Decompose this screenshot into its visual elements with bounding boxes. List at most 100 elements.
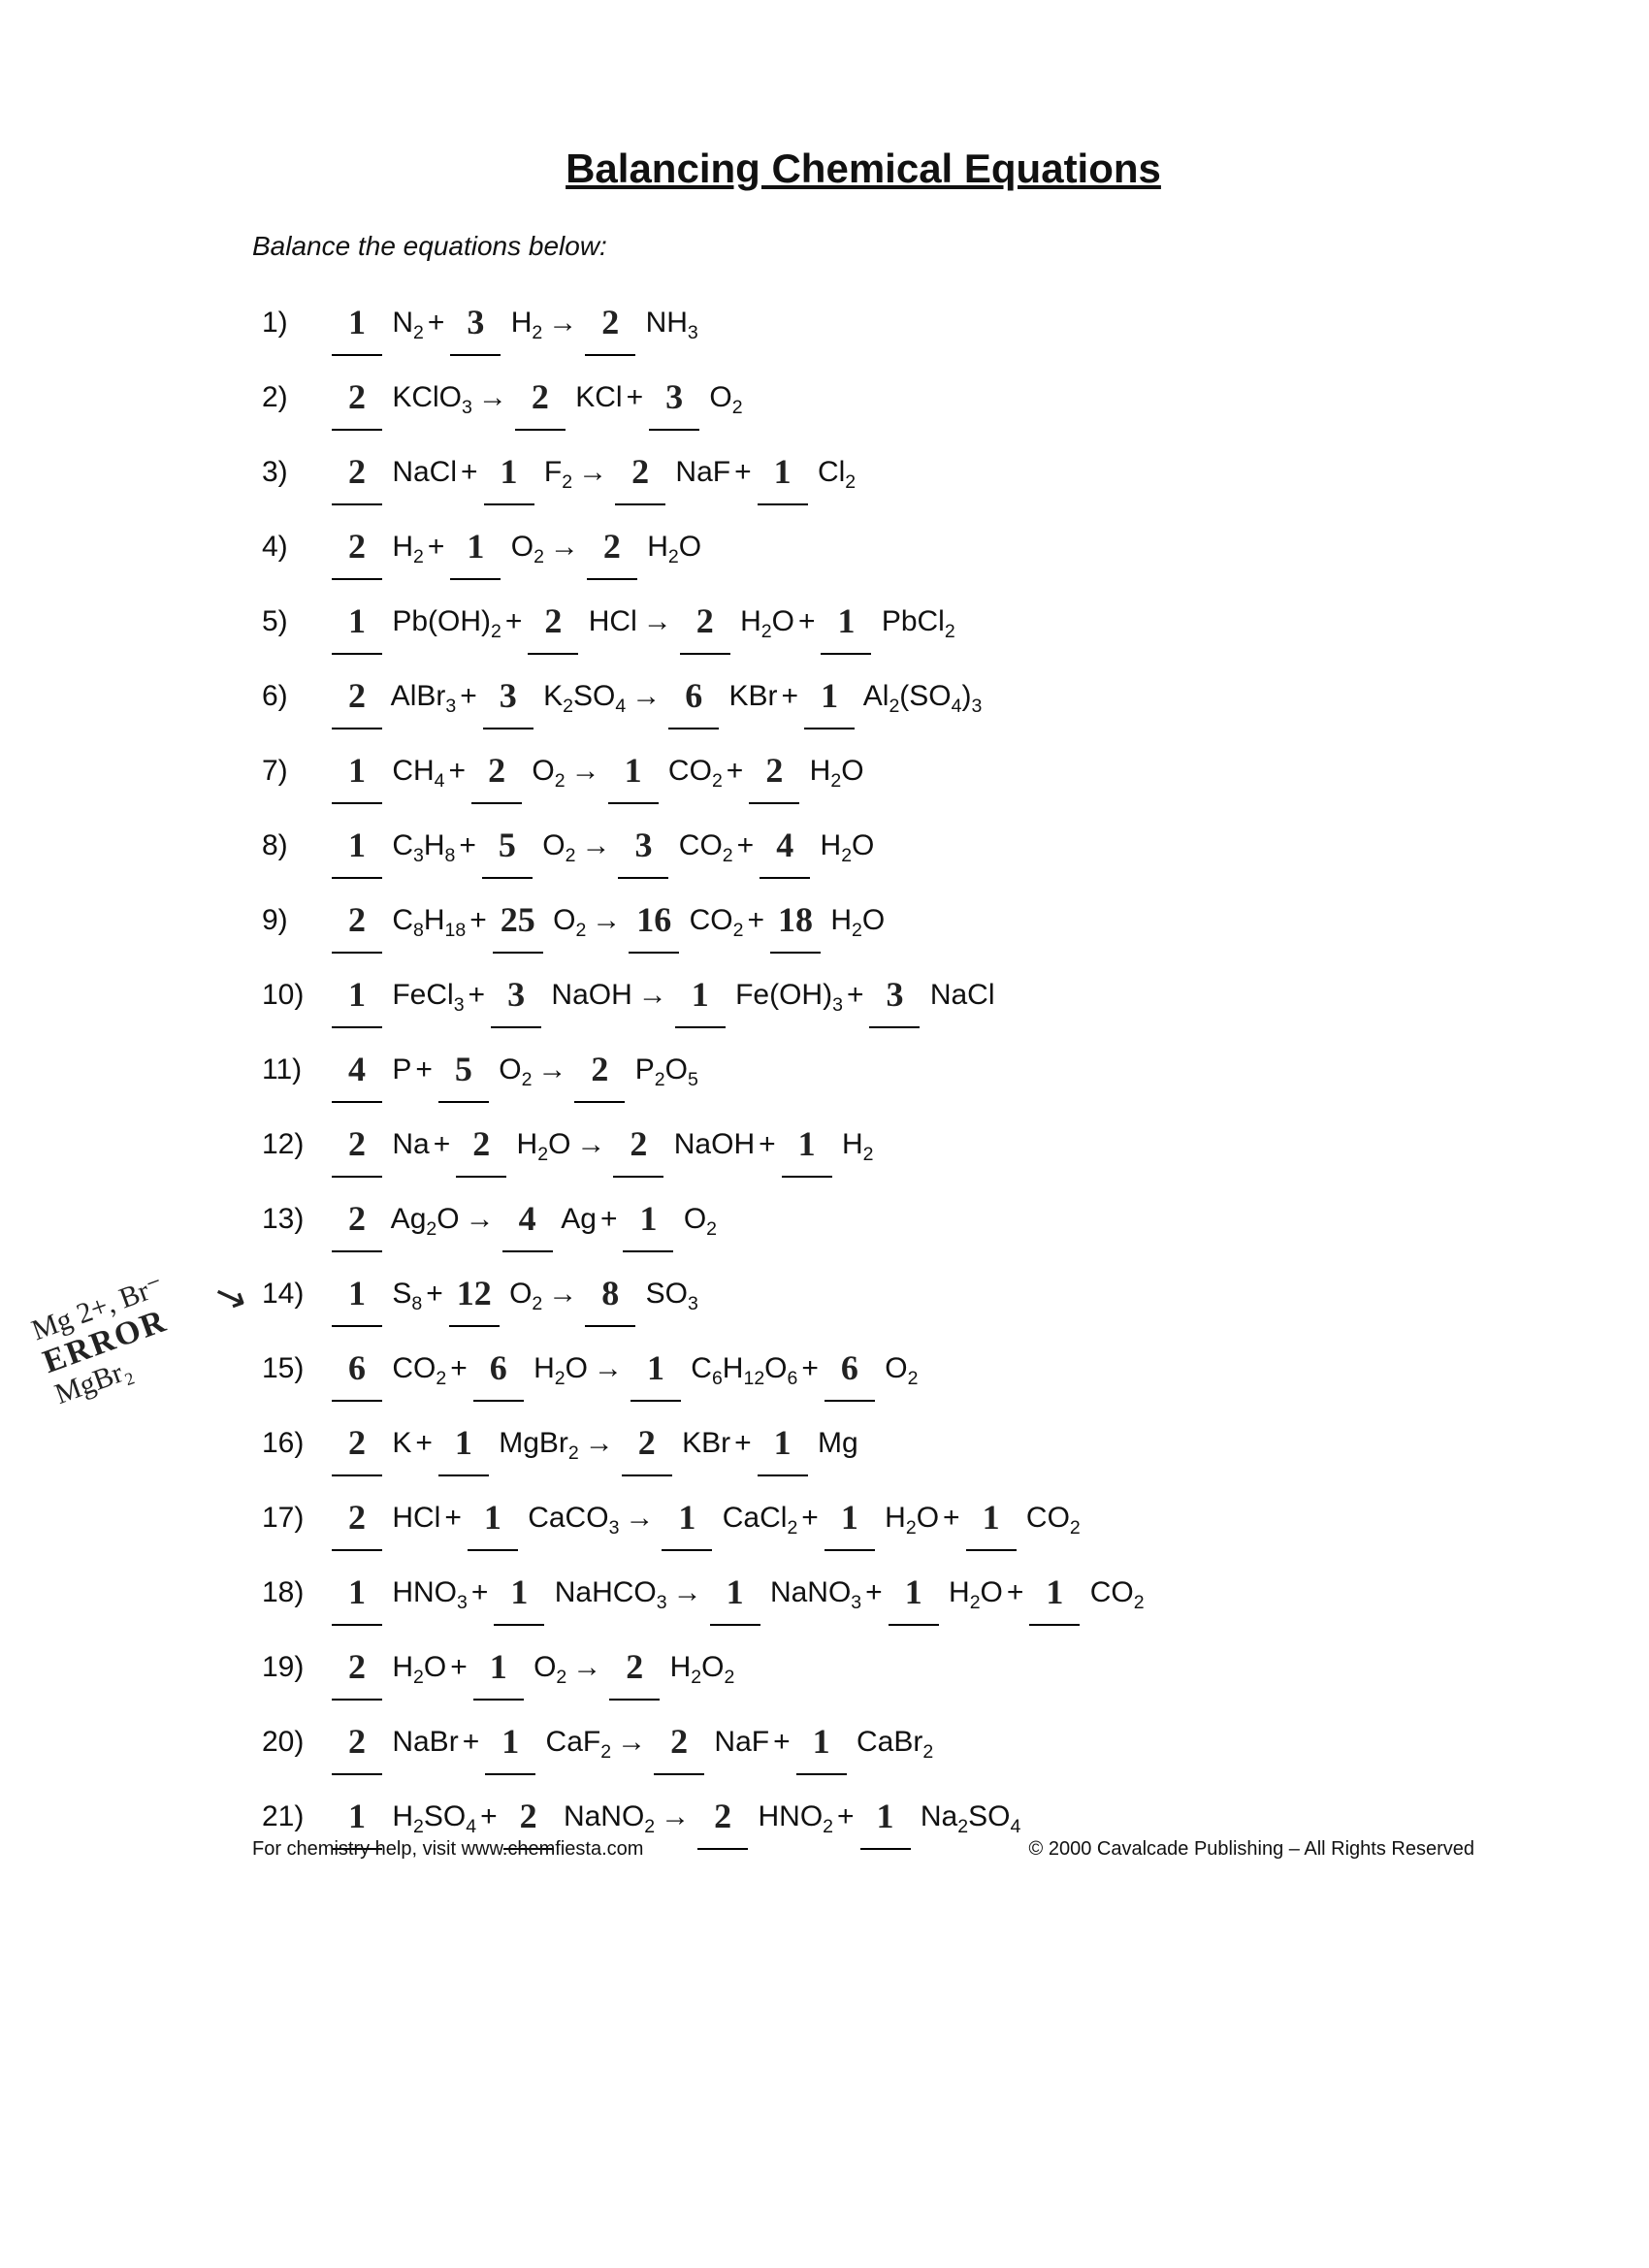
reaction-arrow: →: [585, 1412, 614, 1474]
coefficient-blank[interactable]: 5: [438, 1036, 489, 1103]
coefficient-blank[interactable]: 2: [654, 1708, 704, 1775]
coefficient-blank[interactable]: 2: [332, 1111, 382, 1178]
coefficient-blank[interactable]: 2: [609, 1634, 660, 1701]
handwritten-coefficient: 2: [603, 527, 621, 566]
coefficient-blank[interactable]: 2: [332, 438, 382, 505]
coefficient-blank[interactable]: 1: [630, 1335, 681, 1402]
coefficient-blank[interactable]: 2: [332, 1708, 382, 1775]
coefficient-blank[interactable]: 1: [438, 1409, 489, 1476]
coefficient-blank[interactable]: 2: [456, 1111, 506, 1178]
coefficient-blank[interactable]: 1: [332, 961, 382, 1028]
coefficient-blank[interactable]: 2: [332, 513, 382, 580]
coefficient-blank[interactable]: 1: [332, 1559, 382, 1626]
handwritten-coefficient: 2: [765, 751, 783, 790]
coefficient-blank[interactable]: 1: [484, 438, 534, 505]
coefficient-blank[interactable]: 2: [332, 1634, 382, 1701]
handwritten-coefficient: 2: [696, 601, 714, 640]
coefficient-blank[interactable]: 2: [680, 588, 730, 655]
coefficient-blank[interactable]: 3: [649, 364, 699, 431]
coefficient-blank[interactable]: 2: [749, 737, 799, 804]
coefficient-blank[interactable]: 2: [528, 588, 578, 655]
coefficient-blank[interactable]: 2: [587, 513, 637, 580]
coefficient-blank[interactable]: 1: [485, 1708, 535, 1775]
coefficient-blank[interactable]: 2: [613, 1111, 663, 1178]
chemical-formula: H2O: [508, 1128, 570, 1160]
equation-row: 2)2 KClO3→2 KCl+3 O2: [262, 364, 1474, 438]
equation-number: 13): [262, 1188, 330, 1250]
coefficient-blank[interactable]: 5: [482, 812, 533, 879]
coefficient-blank[interactable]: 2: [615, 438, 665, 505]
coefficient-blank[interactable]: 1: [675, 961, 726, 1028]
coefficient-blank[interactable]: 1: [473, 1634, 524, 1701]
coefficient-blank[interactable]: 2: [574, 1036, 625, 1103]
coefficient-blank[interactable]: 2: [332, 663, 382, 729]
coefficient-blank[interactable]: 6: [668, 663, 719, 729]
footer-left-text: For chemistry help, visit www.chemfiesta…: [252, 1838, 643, 1861]
coefficient-blank[interactable]: 1: [1029, 1559, 1080, 1626]
coefficient-blank[interactable]: 2: [471, 737, 522, 804]
coefficient-blank[interactable]: 6: [824, 1335, 875, 1402]
coefficient-blank[interactable]: 1: [796, 1708, 847, 1775]
plus-sign: +: [865, 1576, 883, 1608]
chemical-formula: O2: [524, 755, 566, 787]
coefficient-blank[interactable]: 1: [332, 812, 382, 879]
handwritten-coefficient: 2: [626, 1647, 643, 1686]
coefficient-blank[interactable]: 12: [449, 1260, 500, 1327]
coefficient-blank[interactable]: 25: [493, 887, 543, 954]
coefficient-blank[interactable]: 2: [622, 1409, 672, 1476]
coefficient-blank[interactable]: 1: [623, 1185, 673, 1252]
reaction-arrow: →: [572, 1636, 601, 1699]
coefficient-blank[interactable]: 3: [618, 812, 668, 879]
plus-sign: +: [748, 904, 765, 936]
chemical-formula: H2O2: [662, 1651, 734, 1683]
coefficient-blank[interactable]: 1: [782, 1111, 832, 1178]
coefficient-blank[interactable]: 3: [483, 663, 534, 729]
coefficient-blank[interactable]: 1: [821, 588, 871, 655]
coefficient-blank[interactable]: 1: [758, 438, 808, 505]
coefficient-blank[interactable]: 2: [332, 1409, 382, 1476]
coefficient-blank[interactable]: 1: [608, 737, 659, 804]
coefficient-blank[interactable]: 2: [515, 364, 566, 431]
coefficient-blank[interactable]: 18: [770, 887, 821, 954]
coefficient-blank[interactable]: 1: [494, 1559, 544, 1626]
chemical-formula: KClO3: [384, 381, 472, 413]
coefficient-blank[interactable]: 2: [332, 1484, 382, 1551]
coefficient-blank[interactable]: 1: [710, 1559, 760, 1626]
handwritten-coefficient: 1: [841, 1498, 858, 1537]
coefficient-blank[interactable]: 1: [662, 1484, 712, 1551]
coefficient-blank[interactable]: 1: [450, 513, 501, 580]
coefficient-blank[interactable]: 4: [332, 1036, 382, 1103]
coefficient-blank[interactable]: 1: [468, 1484, 518, 1551]
chemical-formula: Fe(OH)3: [728, 979, 843, 1011]
coefficient-blank[interactable]: 1: [332, 1260, 382, 1327]
coefficient-blank[interactable]: 1: [824, 1484, 875, 1551]
chemical-formula: C6H12O6: [683, 1352, 797, 1384]
coefficient-blank[interactable]: 6: [473, 1335, 524, 1402]
coefficient-blank[interactable]: 4: [760, 812, 810, 879]
coefficient-blank[interactable]: 1: [804, 663, 855, 729]
coefficient-blank[interactable]: 1: [966, 1484, 1017, 1551]
reaction-arrow: →: [631, 665, 661, 728]
coefficient-blank[interactable]: 1: [332, 289, 382, 356]
coefficient-blank[interactable]: 1: [332, 737, 382, 804]
plus-sign: +: [449, 755, 467, 787]
coefficient-blank[interactable]: 1: [332, 588, 382, 655]
coefficient-blank[interactable]: 2: [332, 887, 382, 954]
coefficient-blank[interactable]: 2: [332, 364, 382, 431]
coefficient-blank[interactable]: 1: [889, 1559, 939, 1626]
coefficient-blank[interactable]: 16: [629, 887, 679, 954]
coefficient-blank[interactable]: 3: [491, 961, 541, 1028]
coefficient-blank[interactable]: 2: [332, 1185, 382, 1252]
handwritten-coefficient: 8: [601, 1274, 619, 1312]
coefficient-blank[interactable]: 2: [585, 289, 635, 356]
chemical-formula: Mg: [810, 1427, 858, 1459]
handwritten-coefficient: 1: [348, 751, 366, 790]
coefficient-blank[interactable]: 3: [869, 961, 920, 1028]
equation-number: 14): [262, 1263, 330, 1325]
coefficient-blank[interactable]: 6: [332, 1335, 382, 1402]
coefficient-blank[interactable]: 3: [450, 289, 501, 356]
coefficient-blank[interactable]: 8: [585, 1260, 635, 1327]
coefficient-blank[interactable]: 4: [502, 1185, 553, 1252]
handwritten-coefficient: 2: [544, 601, 562, 640]
coefficient-blank[interactable]: 1: [758, 1409, 808, 1476]
